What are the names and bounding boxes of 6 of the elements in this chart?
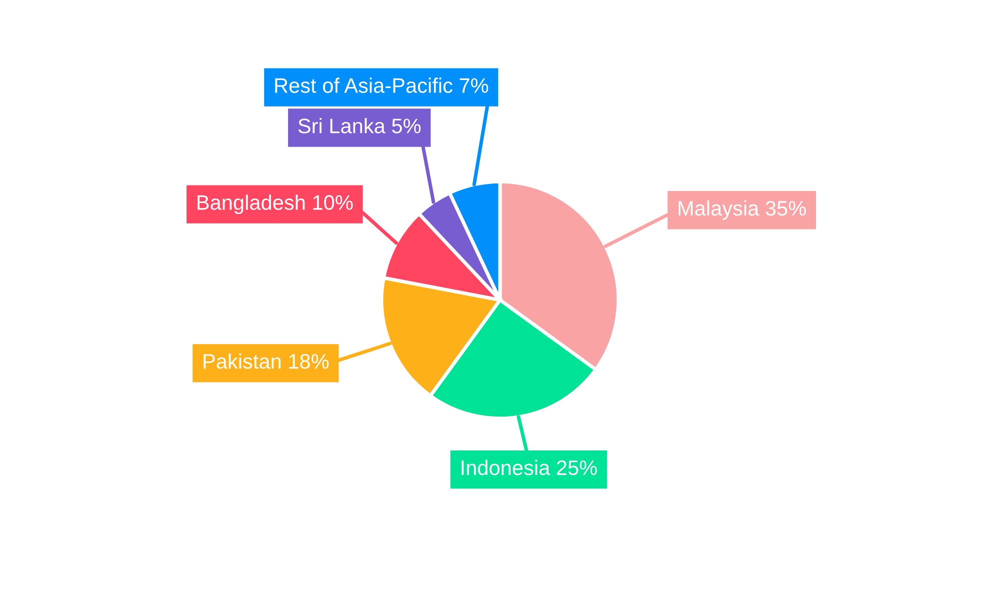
slice-label: Pakistan 18% bbox=[204, 353, 329, 369]
slice-label: Sri Lanka 5% bbox=[298, 118, 421, 134]
slice-label: Indonesia 25% bbox=[462, 460, 597, 476]
slice-label: Malaysia 35% bbox=[678, 200, 806, 220]
slice-label: Rest of Asia-Pacific 7% bbox=[275, 78, 488, 93]
slice-label: Bangladesh 10% bbox=[198, 194, 353, 214]
